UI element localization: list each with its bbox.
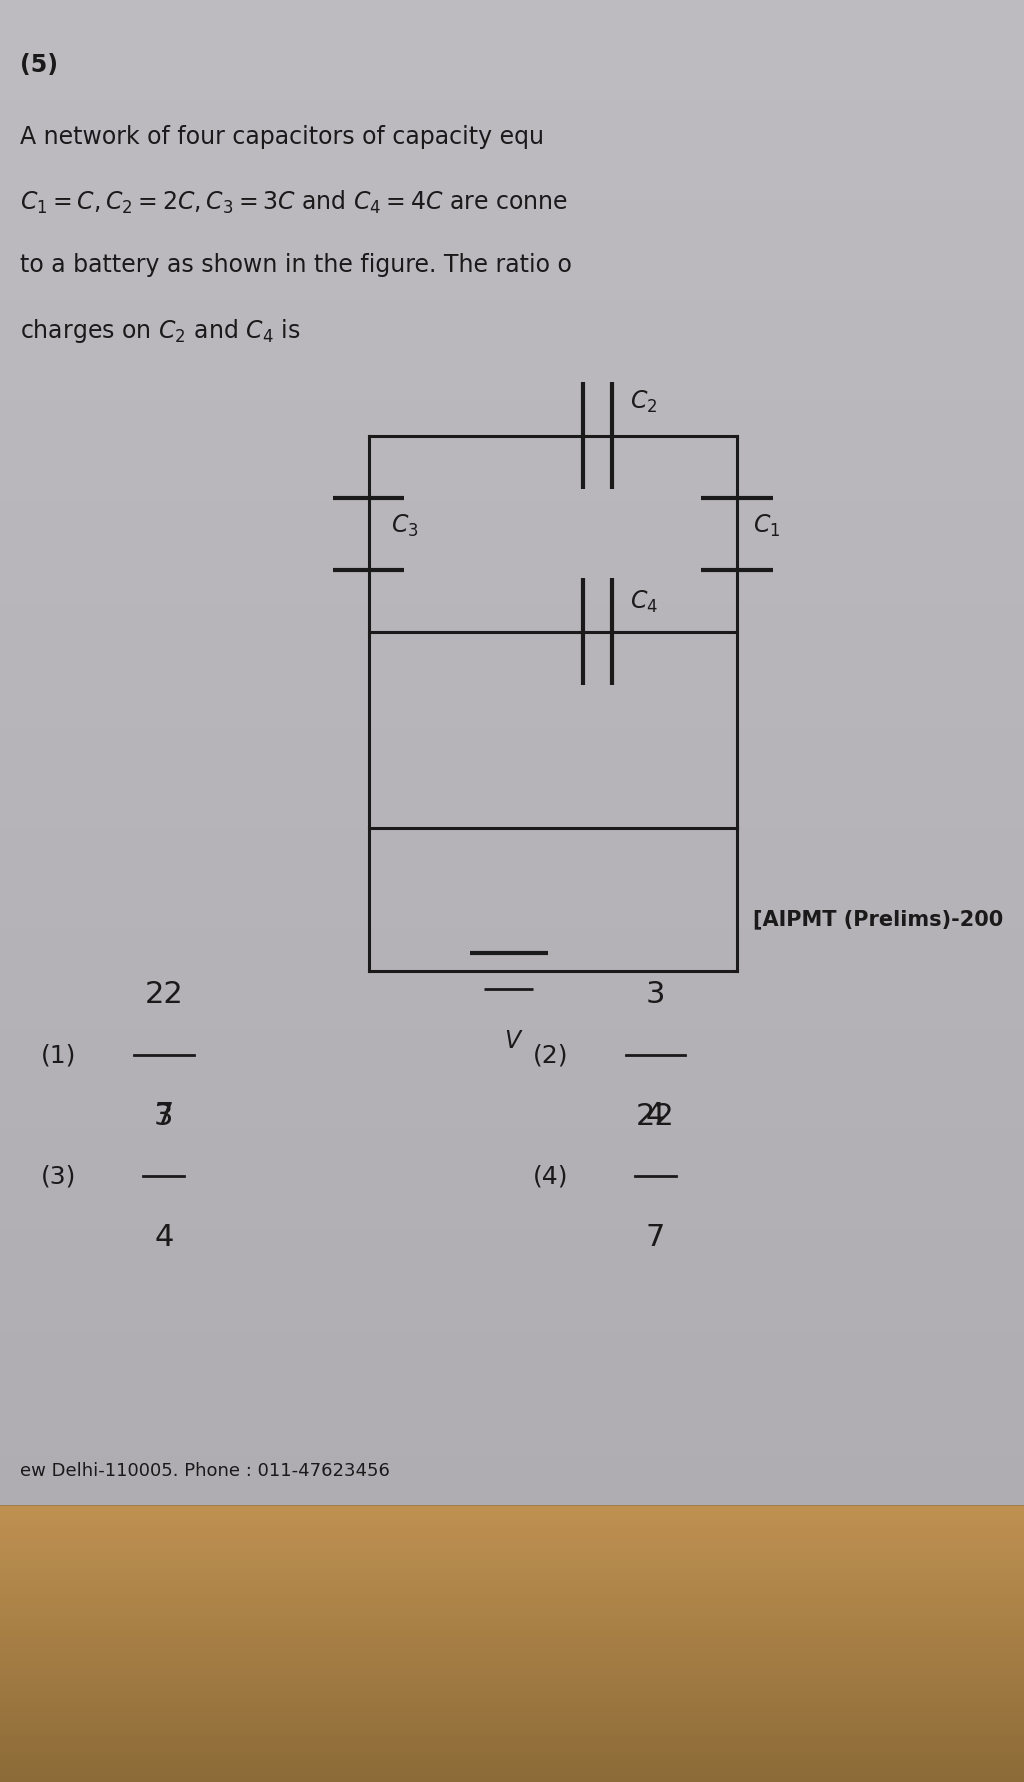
Text: $C_1 = C, C_2 = 2C, C_3 = 3C$ and $C_4 = 4C$ are conne: $C_1 = C, C_2 = 2C, C_3 = 3C$ and $C_4 =… [20, 189, 568, 216]
Text: 7: 7 [646, 1222, 665, 1251]
Text: $V$: $V$ [504, 1028, 523, 1051]
Text: charges on $C_2$ and $C_4$ is: charges on $C_2$ and $C_4$ is [20, 317, 301, 346]
Text: 3: 3 [645, 980, 666, 1009]
Text: 22: 22 [636, 1101, 675, 1130]
Text: A network of four capacitors of capacity equ: A network of four capacitors of capacity… [20, 125, 545, 148]
Text: (3): (3) [41, 1164, 77, 1189]
Text: to a battery as shown in the figure. The ratio o: to a battery as shown in the figure. The… [20, 253, 572, 276]
Text: 4: 4 [646, 1101, 665, 1130]
Text: $C_1$: $C_1$ [753, 513, 780, 538]
Text: (2): (2) [532, 1042, 568, 1067]
Text: (1): (1) [41, 1042, 77, 1067]
Text: $C_3$: $C_3$ [391, 513, 419, 538]
Text: 3: 3 [154, 1101, 174, 1130]
Text: $C_2$: $C_2$ [630, 388, 657, 415]
Text: ew Delhi-110005. Phone : 011-47623456: ew Delhi-110005. Phone : 011-47623456 [20, 1461, 390, 1479]
Text: (5): (5) [20, 53, 58, 77]
Text: 7: 7 [155, 1101, 173, 1130]
Bar [0, 0, 1024, 1506]
Text: 22: 22 [144, 980, 183, 1009]
Text: (4): (4) [532, 1164, 568, 1189]
Text: $C_4$: $C_4$ [630, 588, 658, 615]
Text: [AIPMT (Prelims)-200: [AIPMT (Prelims)-200 [754, 909, 1004, 928]
Text: 4: 4 [155, 1222, 173, 1251]
